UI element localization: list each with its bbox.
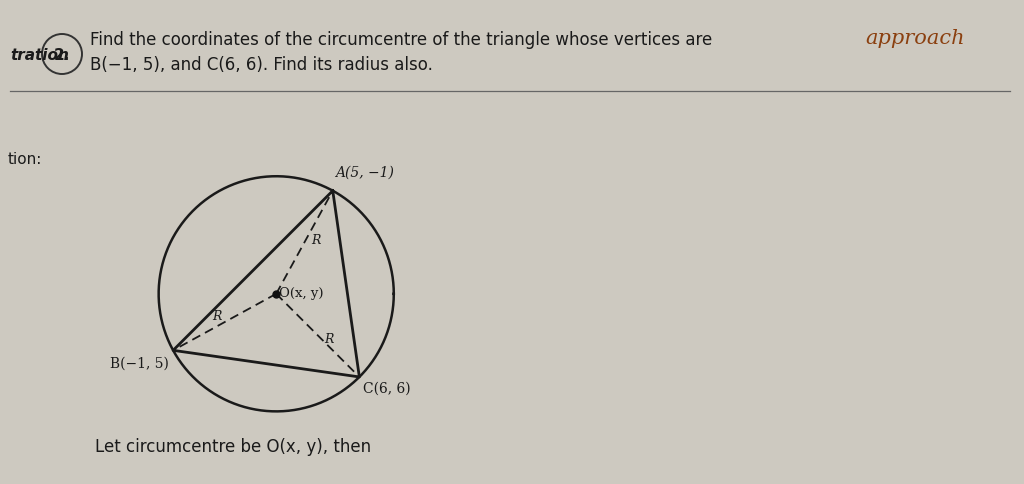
Text: A(5, −1): A(5, −1) bbox=[336, 166, 394, 180]
Text: R: R bbox=[311, 234, 321, 246]
Text: 2.: 2. bbox=[54, 47, 71, 62]
Text: Find the coordinates of the circumcentre of the triangle whose vertices are: Find the coordinates of the circumcentre… bbox=[90, 31, 713, 49]
Text: tion:: tion: bbox=[8, 152, 42, 167]
Text: O(x, y): O(x, y) bbox=[280, 287, 324, 300]
Text: R: R bbox=[325, 332, 334, 345]
Text: B(−1, 5): B(−1, 5) bbox=[111, 356, 169, 370]
Text: C(6, 6): C(6, 6) bbox=[364, 381, 411, 395]
Text: approach: approach bbox=[865, 29, 965, 47]
Text: R: R bbox=[213, 309, 222, 322]
Text: Let circumcentre be O(x, y), then: Let circumcentre be O(x, y), then bbox=[95, 437, 371, 455]
Text: B(−1, 5), and C(6, 6). Find its radius also.: B(−1, 5), and C(6, 6). Find its radius a… bbox=[90, 56, 433, 74]
Text: tration: tration bbox=[10, 47, 69, 62]
